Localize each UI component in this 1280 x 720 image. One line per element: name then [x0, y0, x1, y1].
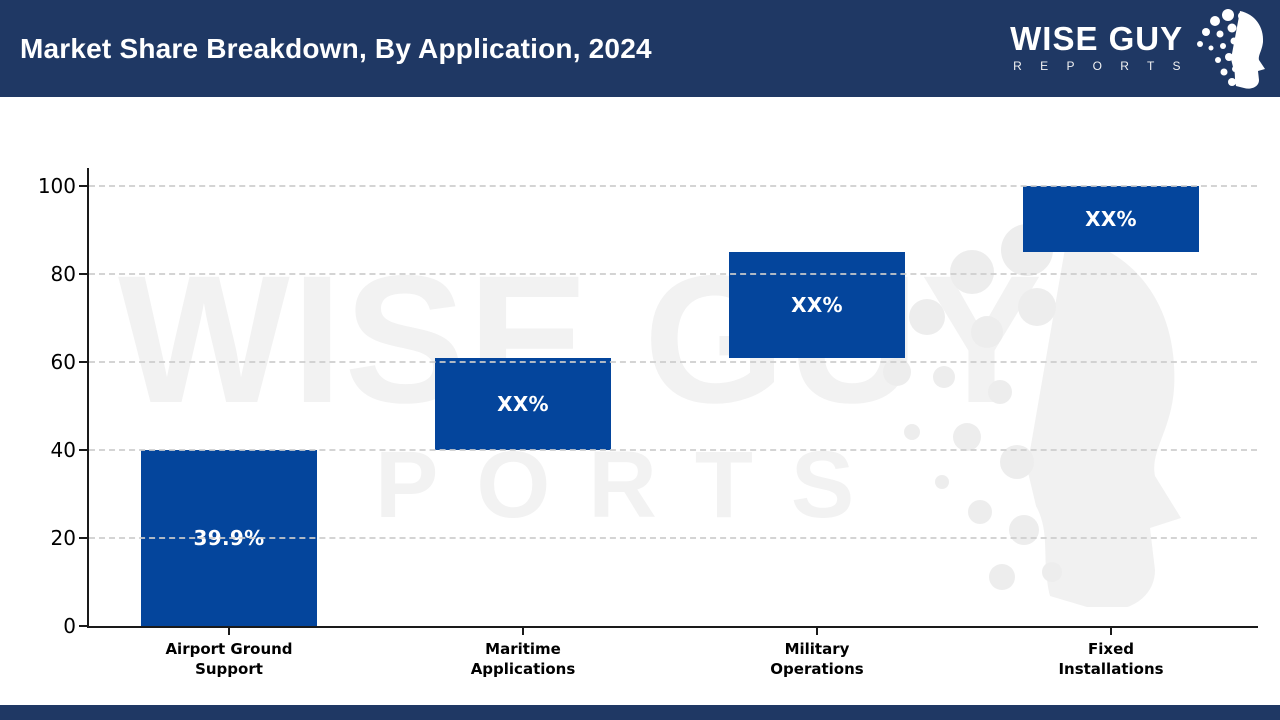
x-category-line: Maritime [485, 640, 561, 658]
y-tick-label-20: 20 [50, 526, 76, 550]
x-category-line: Installations [1058, 660, 1164, 678]
y-tick-mark-0 [79, 625, 87, 627]
x-tick-mark-airport-ground-support [228, 627, 230, 635]
x-category-line: Fixed [1088, 640, 1134, 658]
chart-plot-area: 0 20 40 60 80 100 39.9% Airport Ground Support XX… [0, 97, 1280, 705]
y-tick-label-40: 40 [50, 438, 76, 462]
y-tick-label-100: 100 [37, 174, 76, 198]
watermark-reports: PORTS [375, 432, 893, 538]
x-category-label-airport-ground-support: Airport Ground Support [99, 639, 359, 679]
y-tick-label-60: 60 [50, 350, 76, 374]
y-tick-mark-40 [79, 449, 87, 451]
gridline-60 [89, 361, 1257, 363]
gridline-20 [89, 537, 1257, 539]
watermark-dotted-face [883, 224, 1181, 607]
header-banner: Market Share Breakdown, By Application, … [0, 0, 1280, 97]
x-category-line: Support [195, 660, 263, 678]
y-tick-label-80: 80 [50, 262, 76, 286]
bar-military-operations: XX% [729, 252, 905, 359]
x-tick-mark-fixed-installations [1110, 627, 1112, 635]
x-category-label-military-operations: Military Operations [687, 639, 947, 679]
y-axis-line [87, 168, 89, 628]
gridline-100 [89, 185, 1257, 187]
gridline-40 [89, 449, 1257, 451]
x-category-line: Military [784, 640, 850, 658]
y-tick-mark-20 [79, 537, 87, 539]
dotted-face-icon [1197, 9, 1265, 89]
logo-subtitle: R E P O R T S [1013, 59, 1188, 73]
logo-wordmark: WISE GUY [1010, 20, 1184, 57]
x-category-line: Applications [470, 660, 576, 678]
gridline-80 [89, 273, 1257, 275]
bar-value-label-military-operations: XX% [791, 293, 843, 318]
bar-fixed-installations: XX% [1023, 186, 1199, 253]
x-category-line: Airport Ground [165, 640, 293, 658]
logo-text: WISE GUY R E P O R T S [1010, 20, 1188, 74]
y-tick-label-0: 0 [63, 614, 76, 638]
y-tick-mark-100 [79, 185, 87, 187]
x-axis-line [87, 626, 1258, 628]
x-tick-mark-maritime-applications [522, 627, 524, 635]
x-category-label-fixed-installations: Fixed Installations [981, 639, 1241, 679]
y-tick-mark-80 [79, 273, 87, 275]
bar-maritime-applications: XX% [435, 358, 611, 451]
page-title: Market Share Breakdown, By Application, … [20, 32, 652, 64]
x-category-line: Operations [770, 660, 864, 678]
bar-value-label-maritime-applications: XX% [497, 392, 549, 417]
x-category-label-maritime-applications: Maritime Applications [393, 639, 653, 679]
wise-guy-reports-logo: WISE GUY R E P O R T S [1010, 8, 1266, 90]
footer-bar [0, 705, 1280, 720]
x-tick-mark-military-operations [816, 627, 818, 635]
y-tick-mark-60 [79, 361, 87, 363]
bar-value-label-fixed-installations: XX% [1085, 207, 1137, 232]
